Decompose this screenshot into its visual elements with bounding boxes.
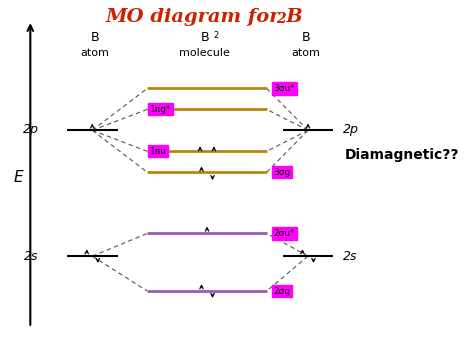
- Text: 2σg: 2σg: [273, 286, 291, 296]
- Text: 2$s$: 2$s$: [342, 250, 359, 263]
- Text: atom: atom: [291, 48, 320, 58]
- Text: atom: atom: [80, 48, 109, 58]
- Text: 2$p$: 2$p$: [342, 122, 360, 138]
- Text: 1πg*: 1πg*: [150, 105, 171, 114]
- Text: molecule: molecule: [179, 48, 230, 58]
- Text: 3σg: 3σg: [273, 168, 291, 177]
- Text: B: B: [90, 31, 99, 44]
- Text: B: B: [301, 31, 310, 44]
- Text: 2: 2: [213, 31, 218, 40]
- Text: MO diagram for B: MO diagram for B: [106, 8, 303, 26]
- Text: 2σu*: 2σu*: [273, 229, 295, 238]
- Text: 2$p$: 2$p$: [22, 122, 39, 138]
- Text: 2$s$: 2$s$: [23, 250, 39, 263]
- Text: 1πu: 1πu: [150, 147, 167, 156]
- Text: $E$: $E$: [13, 169, 25, 186]
- Text: 2: 2: [276, 11, 285, 26]
- Text: Diamagnetic??: Diamagnetic??: [345, 148, 459, 162]
- Text: B: B: [201, 31, 209, 44]
- Text: 3σu*: 3σu*: [273, 84, 295, 93]
